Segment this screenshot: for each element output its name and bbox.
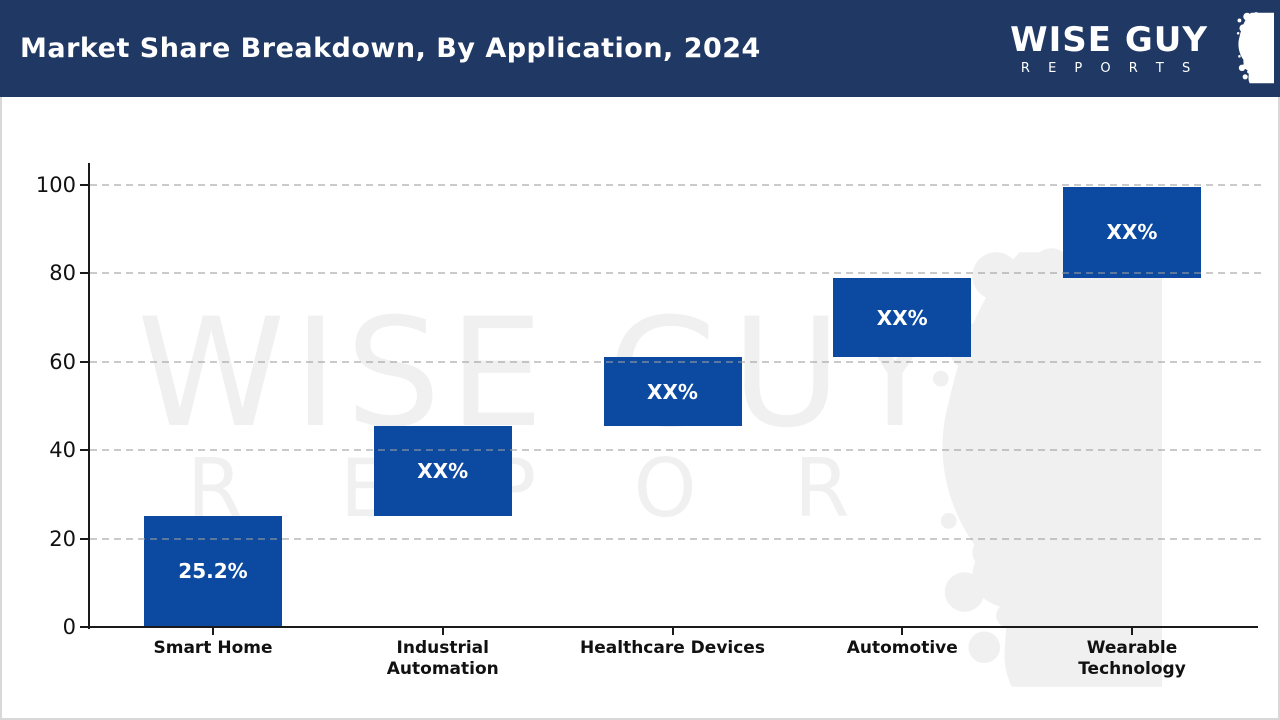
bar-value-label: XX%	[876, 305, 928, 330]
x-tick-4	[1131, 628, 1133, 635]
bar-healthcare-devices: XX%	[603, 357, 742, 426]
y-tick-label-80: 80	[49, 261, 76, 286]
brand-logo-text: WISE GUY R E P O R T S	[1010, 21, 1208, 76]
gridline-60	[90, 360, 1264, 363]
x-category-label-line: Wearable	[1086, 638, 1178, 658]
x-category-label: Industrial Automation	[328, 638, 558, 680]
watermark-text-1: WISE GUY	[137, 287, 949, 461]
y-tick-100	[80, 184, 88, 186]
y-tick-60	[80, 360, 88, 363]
x-category-label-line: Technology	[1078, 659, 1186, 679]
brand-name: WISE GUY	[1010, 19, 1208, 60]
gridline-40	[90, 449, 1264, 452]
x-category-label: Healthcare Devices	[558, 638, 788, 659]
x-category-label-line: Industrial	[396, 638, 489, 658]
x-category-label: Wearable Technology	[1017, 638, 1247, 680]
brand-subtitle: R E P O R T S	[1020, 60, 1198, 76]
gridline-80	[90, 272, 1264, 275]
x-axis-spine	[88, 626, 1258, 628]
plot-area: 0 20 40 60 80 100 25.2% Smart Home XX% Industrial…	[2, 97, 1278, 718]
bar-industrial-automation: XX%	[373, 425, 512, 516]
bar-wearable-technology: XX%	[1063, 186, 1201, 278]
gridline-20	[90, 537, 1264, 540]
y-tick-0	[80, 626, 88, 628]
gridline-100	[90, 184, 1264, 186]
y-tick-80	[80, 272, 88, 275]
y-axis-spine	[88, 163, 90, 629]
x-category-label-line: Healthcare Devices	[580, 638, 765, 658]
y-tick-label-0: 0	[62, 615, 76, 639]
y-tick-label-20: 20	[49, 526, 76, 551]
y-tick-label-40: 40	[49, 438, 76, 463]
x-tick-2	[671, 628, 674, 635]
bar-value-label: XX%	[417, 458, 469, 483]
x-category-label: Automotive	[787, 638, 1017, 659]
y-tick-label-60: 60	[49, 349, 76, 374]
bar-value-label: XX%	[647, 379, 698, 404]
y-tick-label-100: 100	[35, 173, 76, 197]
brand-face-icon	[1210, 8, 1274, 88]
x-category-label-line: Smart Home	[153, 638, 273, 658]
bar-value-label: XX%	[1106, 220, 1158, 245]
x-tick-1	[441, 628, 444, 635]
x-tick-0	[212, 628, 214, 635]
x-category-label-line: Automotive	[846, 638, 958, 658]
header-bar: Market Share Breakdown, By Application, …	[0, 0, 1280, 97]
y-tick-40	[80, 449, 88, 452]
chart-section: WISE GUY R E P O R T S 0 20 40 60 80 100 25.2%…	[0, 97, 1280, 720]
brand-logo: WISE GUY R E P O R T S	[1010, 8, 1274, 88]
page-title: Market Share Breakdown, By Application, …	[20, 33, 761, 64]
bar-automotive: XX%	[833, 277, 972, 358]
x-category-label-line: Automation	[386, 659, 499, 679]
x-category-label: Smart Home	[98, 638, 328, 659]
bar-smart-home: 25.2%	[144, 515, 282, 627]
bar-value-label: 25.2%	[178, 559, 248, 584]
x-tick-3	[901, 628, 904, 635]
y-tick-20	[80, 537, 88, 540]
